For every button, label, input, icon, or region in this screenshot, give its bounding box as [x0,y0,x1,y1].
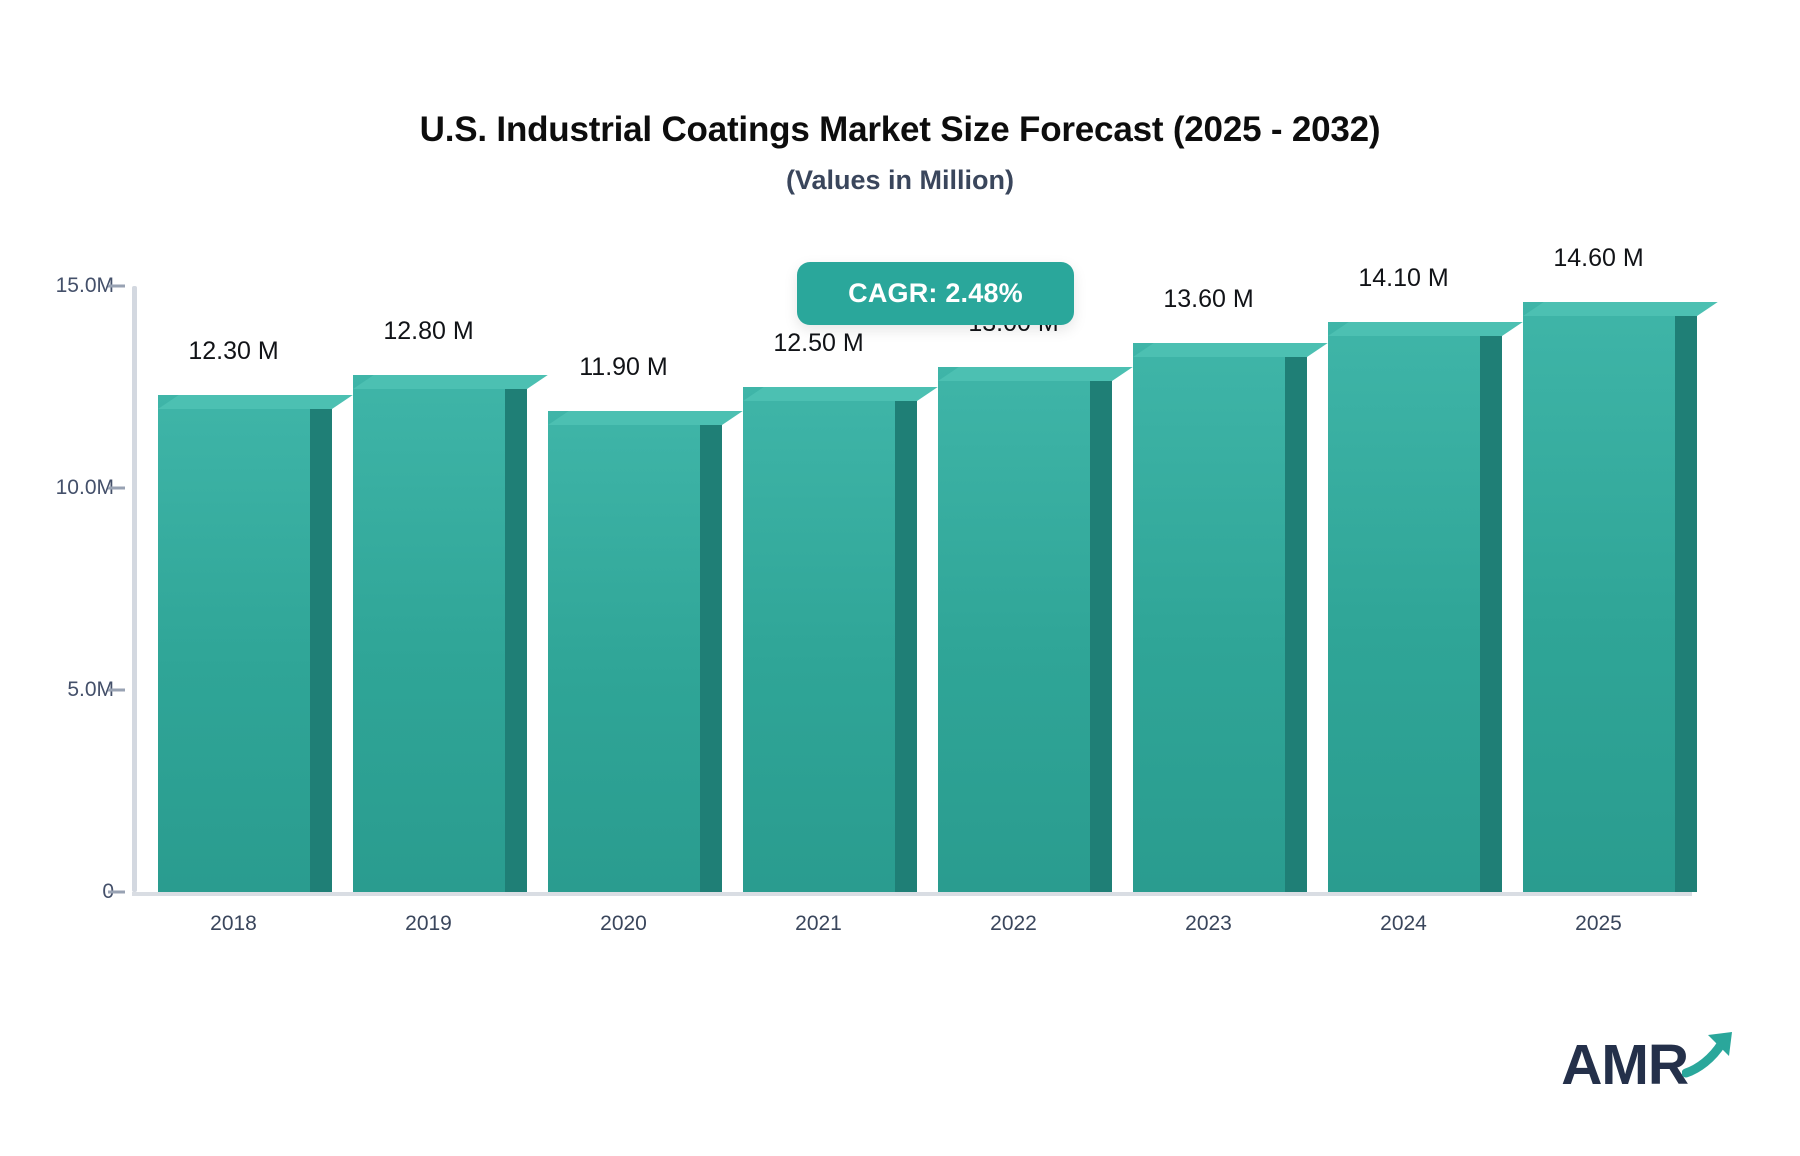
page-title: U.S. Industrial Coatings Market Size For… [419,110,1381,149]
bar-front-face [742,387,895,892]
bar-side-face [1089,380,1112,892]
y-axis-tick-label: 15.0M [55,274,114,297]
x-axis-tick-label: 2021 [795,912,842,935]
bar-front-face [937,366,1090,892]
bar-side-face [1674,316,1697,892]
amr-logo-text: AMR [1561,1033,1689,1097]
bar-top-face [1327,322,1523,337]
x-axis-tick-label: 2019 [405,912,452,935]
y-axis-tick-label: 5.0M [67,678,114,701]
x-axis-tick-label: 2024 [1380,912,1427,935]
bar-side-face [309,409,332,892]
x-axis-tick-label: 2022 [990,912,1037,935]
bar [742,387,938,892]
plot-area: 12.30 M12.80 M11.90 M12.50 M13.00 M13.60… [132,244,1718,896]
bar-value-label: 13.60 M [1163,284,1254,313]
arrow-up-right-icon [1681,1029,1738,1084]
bar-top-face [1522,302,1718,317]
x-axis-tick-label: 2025 [1575,912,1622,935]
bar-side-face [699,425,722,892]
y-axis-tick-mark [108,284,125,288]
bar-top-face [157,395,353,410]
title-block: U.S. Industrial Coatings Market Size For… [0,108,1800,198]
bar-front-face [1132,342,1285,892]
bar [1522,302,1718,892]
bar-top-face [1132,342,1328,357]
cagr-badge: CAGR: 2.48% [797,262,1074,325]
bar-value-label: 12.30 M [188,337,279,366]
bar-front-face [1522,302,1675,892]
bar-front-face [547,411,700,892]
y-axis-tick-mark [108,688,125,692]
y-axis-line [132,286,137,892]
bar-top-face [742,387,938,401]
x-axis-line [132,892,1692,896]
cagr-badge-label: CAGR: 2.48% [848,278,1023,308]
bar-front-face [1327,322,1480,892]
bar-side-face [504,388,527,892]
bar [1132,342,1328,892]
amr-logo: AMR [1561,1029,1738,1094]
x-axis-tick-label: 2018 [210,912,257,935]
bar-value-label: 14.60 M [1553,244,1644,273]
bar [352,374,548,892]
y-axis-tick-label: 10.0M [55,476,114,499]
bar [547,411,743,892]
bar-value-label: 11.90 M [579,353,668,382]
x-axis-tick-label: 2023 [1185,912,1232,935]
bar-value-label: 12.80 M [383,316,474,345]
bar [157,395,353,892]
bar-top-face [937,366,1133,381]
bar-value-label: 14.10 M [1358,264,1449,293]
y-axis-tick-label: 0 [0,880,114,904]
bar-value-label: 12.50 M [773,329,864,357]
bar-side-face [1479,336,1502,892]
chart-subtitle: (Values in Million) [785,164,1015,195]
bar-front-face [352,374,505,892]
bar-top-face [547,411,743,426]
bar [1327,322,1523,892]
x-axis-tick-label: 2020 [600,912,647,935]
bar-front-face [157,395,310,892]
y-axis-tick-mark [108,890,125,894]
bar-side-face [1284,356,1307,892]
y-axis-tick-mark [108,486,125,490]
bar [937,366,1133,892]
bar-side-face [894,401,917,892]
